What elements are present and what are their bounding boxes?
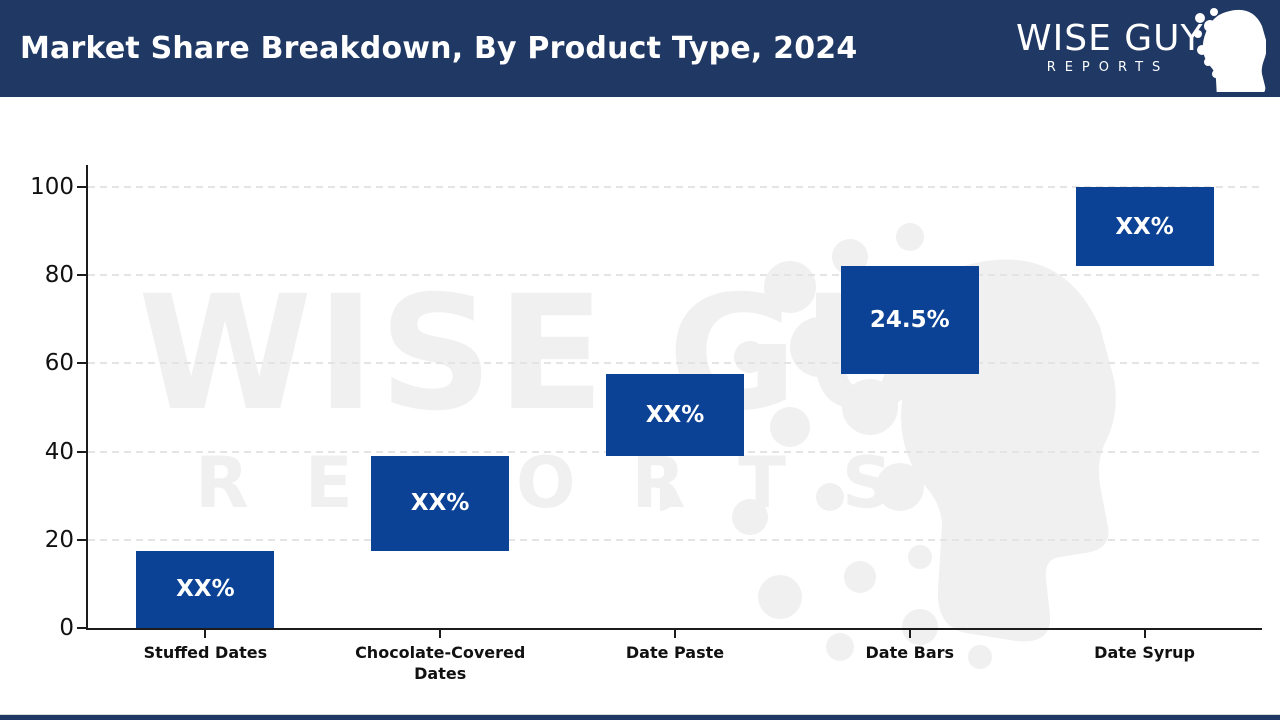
bar-date-syrup: XX% xyxy=(1075,187,1214,267)
bar-value-label: XX% xyxy=(645,402,705,429)
gridline xyxy=(88,362,1262,365)
chart-canvas: WISE GUY REPORTS XX% XX% XX% 24.5% XX% 0 20 40… xyxy=(0,97,1280,715)
x-tick-label: Chocolate-Covered Dates xyxy=(355,643,526,683)
gridline xyxy=(88,186,1262,188)
bar-chocolate-covered-dates: XX% xyxy=(371,456,510,551)
y-tick-label: 40 xyxy=(44,438,74,465)
x-tick-label: Date Syrup xyxy=(1094,643,1196,662)
wiseguy-logo: WISE GUY REPORTS xyxy=(1016,6,1266,92)
chart-title: Market Share Breakdown, By Product Type,… xyxy=(20,31,858,66)
y-tick-mark xyxy=(77,362,86,365)
bar-value-label: 24.5% xyxy=(869,307,950,334)
bar-stuffed-dates: XX% xyxy=(136,550,275,628)
bar-date-bars: 24.5% xyxy=(840,266,979,375)
footer-bar xyxy=(0,714,1280,720)
x-tick-label: Date Paste xyxy=(625,643,725,662)
x-tick-label: Date Bars xyxy=(865,643,955,662)
y-tick-label: 100 xyxy=(30,174,74,200)
y-tick-mark xyxy=(77,450,86,453)
x-tick-mark xyxy=(204,630,207,638)
x-tick-mark xyxy=(908,630,911,638)
y-tick-label: 60 xyxy=(44,350,74,377)
wiseguy-logo-tagline: REPORTS xyxy=(1046,60,1170,75)
y-tick-mark xyxy=(77,627,86,629)
y-tick-label: 0 xyxy=(59,615,74,641)
wiseguy-logo-name: WISE GUY xyxy=(1016,18,1204,59)
x-tick-mark xyxy=(439,630,442,638)
x-tick-label: Stuffed Dates xyxy=(143,643,268,662)
x-axis-spine xyxy=(86,628,1262,630)
x-tick-mark xyxy=(1143,630,1146,638)
x-tick-mark xyxy=(674,630,676,638)
bar-date-paste: XX% xyxy=(606,374,744,457)
bar-value-label: XX% xyxy=(176,576,235,603)
y-tick-mark xyxy=(77,274,86,277)
y-tick-label: 80 xyxy=(44,262,74,289)
wiseguy-logo-text: WISE GUY REPORTS xyxy=(1016,18,1204,76)
wiseguy-head-icon xyxy=(1194,8,1266,92)
y-axis-spine xyxy=(86,165,88,630)
plot-area: XX% XX% XX% 24.5% XX% xyxy=(86,165,1262,630)
y-tick-label: 20 xyxy=(44,526,74,553)
gridline xyxy=(88,538,1262,541)
gridline xyxy=(88,274,1262,277)
header-band: Market Share Breakdown, By Product Type,… xyxy=(0,0,1280,97)
y-tick-mark xyxy=(77,186,86,188)
bar-value-label: XX% xyxy=(410,490,470,517)
bar-value-label: XX% xyxy=(1115,213,1174,240)
y-tick-mark xyxy=(77,538,86,541)
